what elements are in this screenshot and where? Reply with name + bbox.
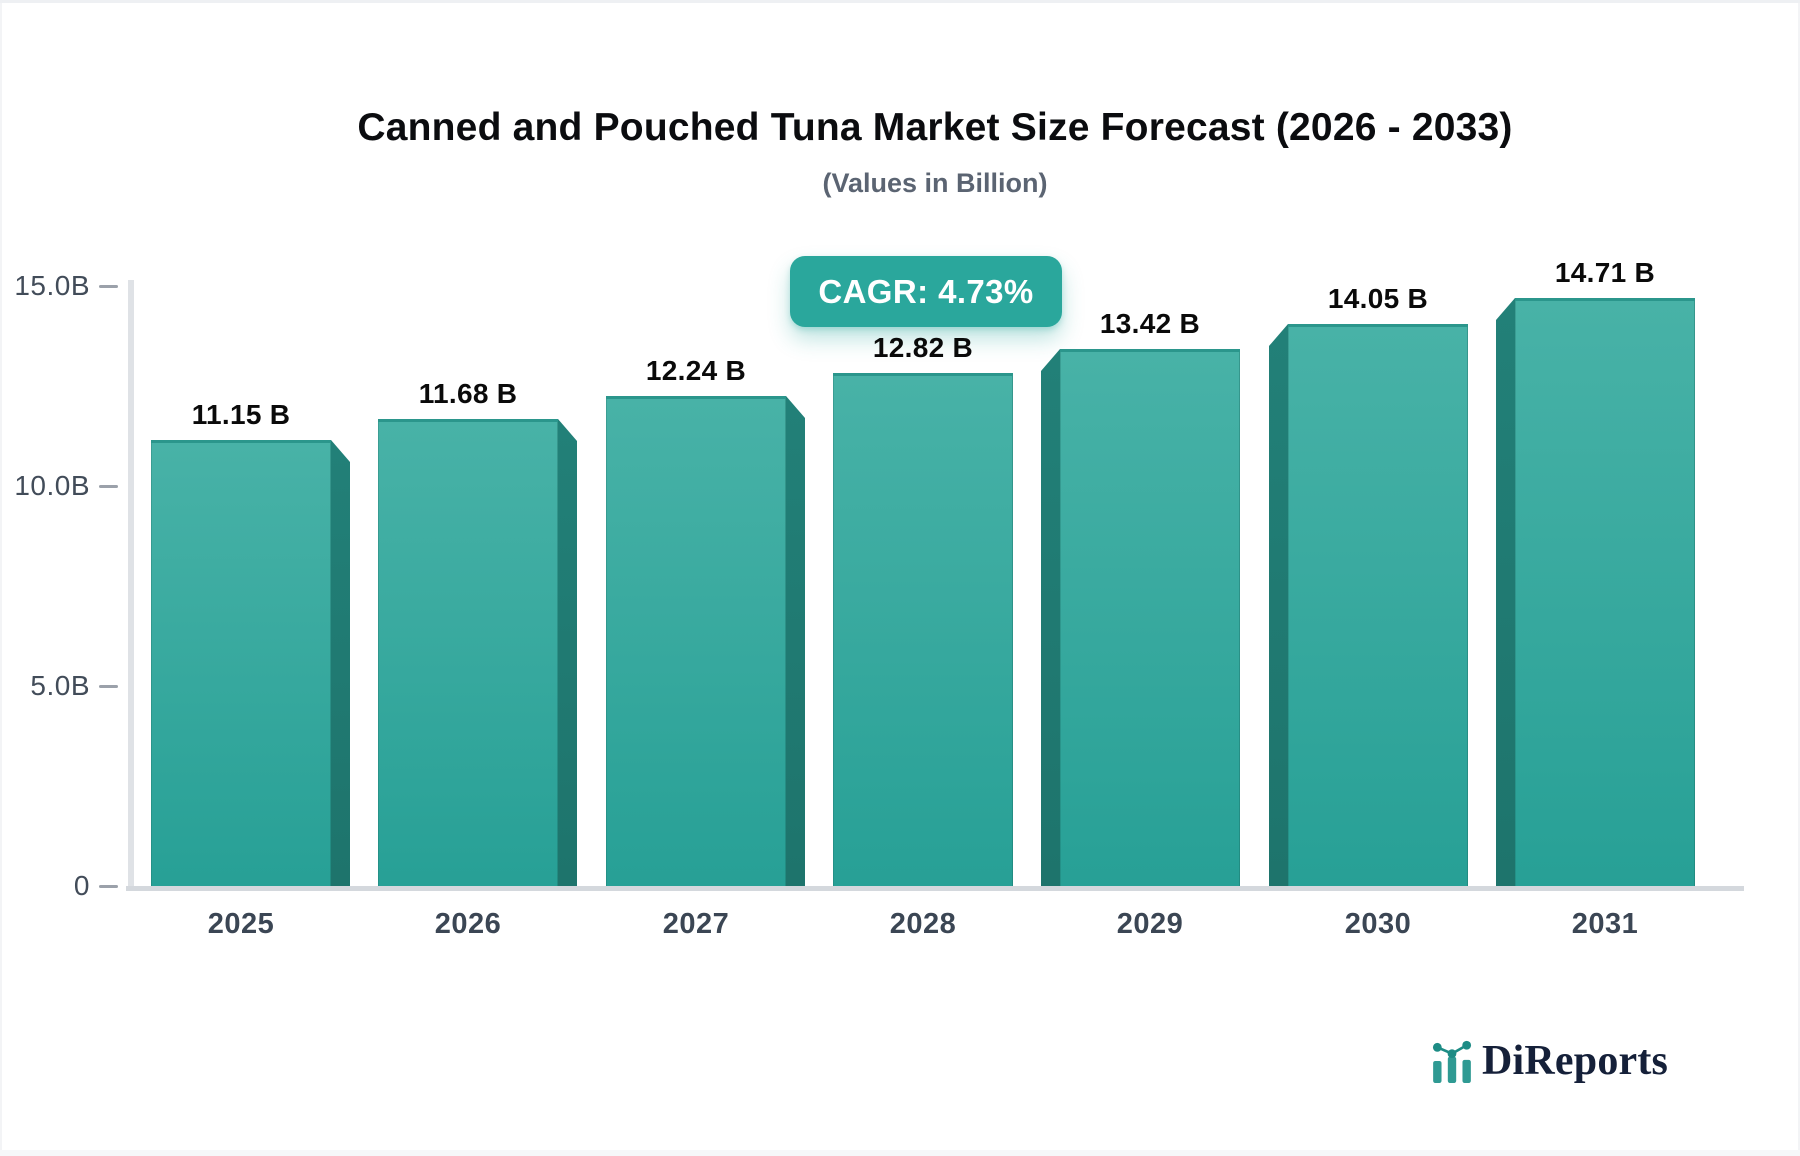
bar-value-label: 14.05 B	[1327, 283, 1429, 314]
bar-2028[interactable]	[833, 373, 1013, 886]
bar-2031[interactable]	[1496, 298, 1695, 886]
y-tick-label: 5.0B	[30, 670, 90, 701]
x-tick-label: 2026	[434, 908, 502, 940]
x-tick-label: 2028	[889, 908, 957, 940]
y-tick-dash	[99, 485, 118, 488]
x-tick-label: 2025	[207, 908, 275, 940]
mini-bar-chart-icon	[1432, 1040, 1472, 1083]
bar-value-label: 11.68 B	[418, 378, 518, 409]
x-tick-label: 2031	[1571, 908, 1639, 940]
brand-name: DiReports	[1482, 1038, 1669, 1084]
bar-side-face	[1496, 298, 1515, 886]
x-tick-label: 2030	[1344, 908, 1412, 940]
bar-value-label: 12.24 B	[645, 355, 747, 386]
bar-side-face	[331, 440, 350, 886]
y-tick-label: 0	[73, 870, 90, 901]
chart-header: Canned and Pouched Tuna Market Size Fore…	[128, 104, 1742, 200]
x-axis	[126, 886, 1744, 891]
bar-face	[1060, 349, 1240, 886]
x-tick-label: 2029	[1116, 908, 1184, 940]
bar-value-label: 11.15 B	[191, 399, 291, 430]
bar-value-label: 12.82 B	[872, 332, 974, 363]
bar-2030[interactable]	[1269, 324, 1468, 886]
y-tick-dash	[99, 685, 118, 688]
chart-title: Canned and Pouched Tuna Market Size Fore…	[357, 106, 1513, 149]
bar-2025[interactable]	[151, 440, 350, 886]
bar-face	[606, 396, 786, 886]
bar-face	[1288, 324, 1468, 886]
bar-2029[interactable]	[1041, 349, 1240, 886]
bar-2026[interactable]	[378, 419, 577, 886]
bar-side-face	[1269, 324, 1288, 886]
bar-value-label: 13.42 B	[1099, 308, 1201, 339]
bar-2027[interactable]	[606, 396, 805, 886]
bar-face	[151, 440, 331, 886]
bar-side-face	[558, 419, 577, 886]
y-tick-dash	[99, 885, 118, 888]
y-axis	[128, 280, 134, 886]
bar-side-face	[1041, 349, 1060, 886]
bar-value-label: 14.71 B	[1554, 257, 1656, 288]
y-tick-label: 10.0B	[14, 470, 90, 501]
brand-logo[interactable]: DiReports	[1430, 1038, 1668, 1084]
bar-face	[1515, 298, 1695, 886]
y-tick-label: 15.0B	[14, 270, 90, 301]
bar-side-face	[786, 396, 805, 886]
y-tick-dash	[99, 285, 118, 288]
cagr-badge: CAGR: 4.73%	[790, 256, 1062, 327]
chart-subtitle: (Values in Billion)	[822, 168, 1048, 198]
bar-face	[378, 419, 558, 886]
bar-face	[833, 373, 1013, 886]
x-tick-label: 2027	[662, 908, 730, 940]
